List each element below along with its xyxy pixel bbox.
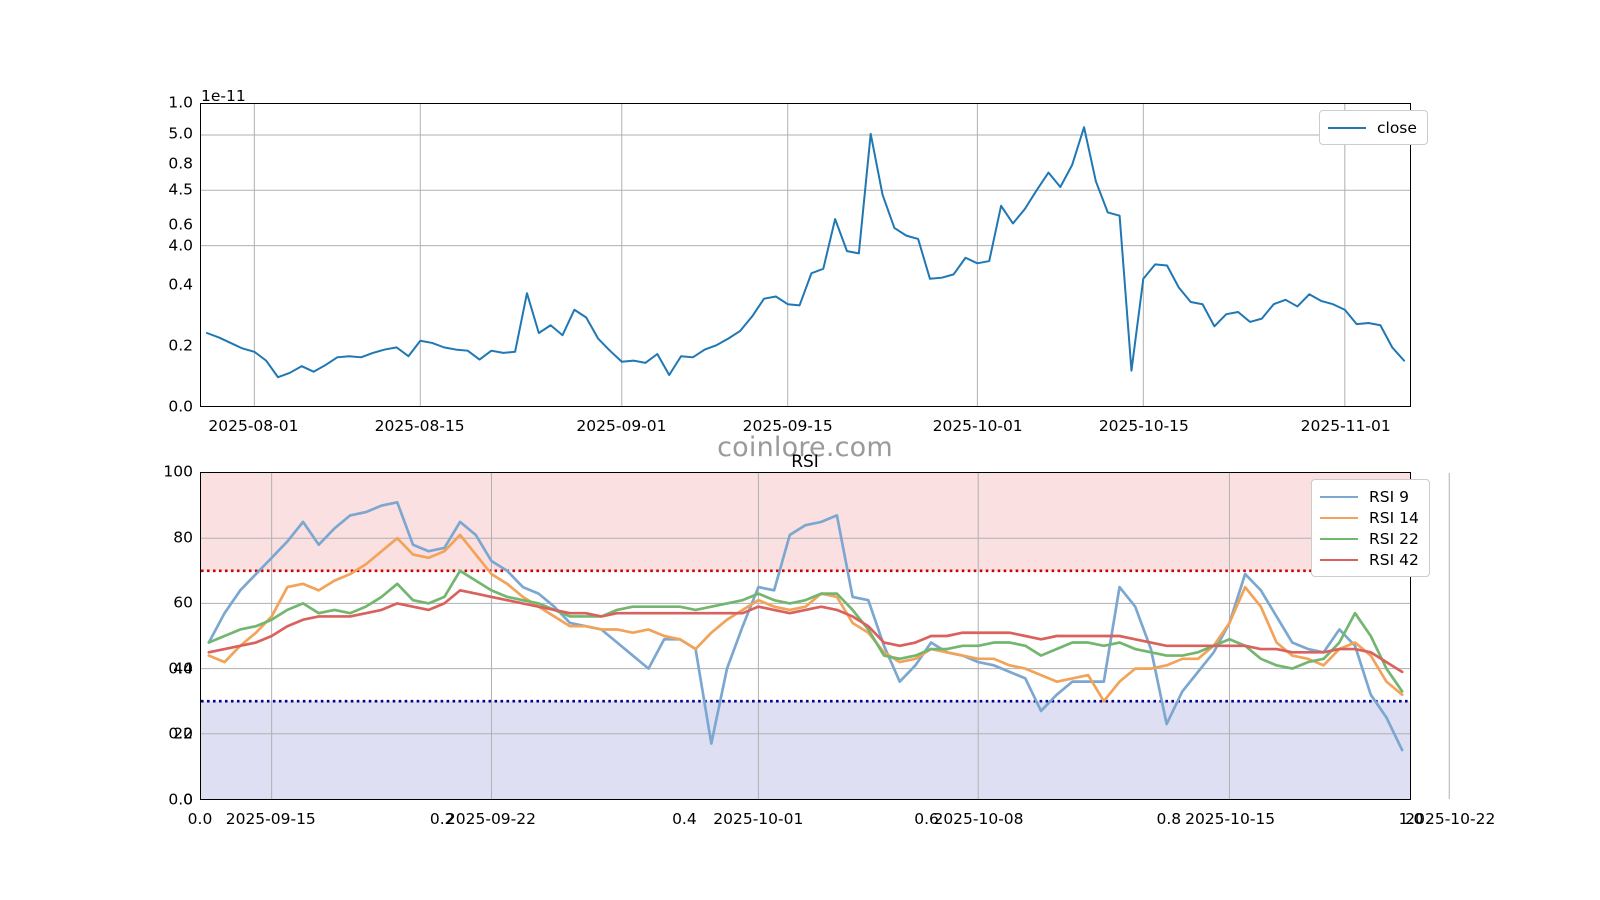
rsi-legend-item[interactable]: RSI 22 (1320, 528, 1419, 549)
rsi-overlay-x-tick: 0.0 (187, 810, 213, 828)
price-y-tick: 4.5 (168, 180, 193, 199)
rsi-overlay-x-tick: 1.0 (1398, 810, 1424, 828)
legend-item-label: RSI 9 (1369, 487, 1409, 506)
rsi-chart-axes (200, 472, 1450, 800)
rsi-threshold-lines (201, 569, 1410, 703)
price-overlay-y-tick: 1.0 (168, 93, 193, 112)
rsi-legend-item[interactable]: RSI 14 (1320, 507, 1419, 528)
rsi-14-line (207, 533, 1404, 703)
price-chart-axes (200, 103, 1411, 407)
rsi-overlay-x-tick: 0.4 (672, 810, 697, 828)
rsi-22-line (207, 569, 1404, 693)
legend-color-swatch-icon (1328, 126, 1366, 129)
rsi-42-line (207, 589, 1404, 674)
close-legend-item[interactable]: close (1328, 117, 1417, 138)
price-x-tick: 2025-10-01 (932, 417, 1023, 435)
rsi-x-tick: 2025-10-01 (713, 810, 804, 828)
price-overlay-y-tick: 0.8 (168, 154, 193, 173)
rsi-x-tick: 2025-10-08 (933, 810, 1024, 828)
rsi-plot-area (201, 473, 1450, 799)
legend-item-label: RSI 14 (1369, 508, 1419, 527)
coinlore-watermark: coinlore.com (717, 432, 893, 463)
rsi-legend-item[interactable]: RSI 42 (1320, 549, 1419, 570)
legend-color-swatch-icon (1320, 537, 1358, 540)
price-x-tick: 2025-10-15 (1098, 417, 1189, 435)
price-x-tick: 2025-11-01 (1300, 417, 1391, 435)
price-series-lines (205, 126, 1406, 379)
rsi-overlay-x-tick: 0.8 (1156, 810, 1182, 828)
legend-color-swatch-icon (1320, 558, 1358, 561)
legend-color-swatch-icon (1320, 516, 1358, 519)
rsi-overlay-x-tick: 0.6 (914, 810, 939, 828)
price-overlay-y-tick: 0.4 (168, 275, 193, 294)
legend-color-swatch-icon (1320, 495, 1358, 498)
rsi-9-line (207, 500, 1404, 752)
rsi-y-tick: 60 (173, 593, 193, 612)
rsi-y-tick: 0 (183, 790, 193, 809)
legend-item-label: close (1377, 118, 1417, 137)
rsi-x-tick: 2025-10-22 (1405, 810, 1496, 828)
price-plot-area (201, 104, 1410, 406)
rsi-overlay-y-tick: 0.2 (168, 724, 193, 743)
rsi-y-tick: 20 (173, 724, 193, 743)
price-legend[interactable]: close (1319, 110, 1428, 145)
legend-item-label: RSI 42 (1369, 550, 1419, 569)
rsi-overlay-y-tick: 0.0 (168, 790, 193, 809)
rsi-overlay-y-tick: 0.4 (168, 659, 193, 678)
price-gridlines (201, 104, 1410, 406)
rsi-y-tick: 100 (163, 462, 193, 481)
rsi-series-lines (207, 500, 1404, 752)
price-x-tick: 2025-08-15 (374, 417, 465, 435)
price-y-offset-text: 1e-11 (201, 87, 246, 105)
rsi-x-tick: 2025-10-15 (1185, 810, 1276, 828)
rsi-x-tick: 2025-09-22 (445, 810, 536, 828)
rsi-threshold-bands (201, 473, 1410, 799)
rsi-legend[interactable]: RSI 9 RSI 14 RSI 22 RSI 42 (1311, 479, 1430, 577)
legend-item-label: RSI 22 (1369, 529, 1419, 548)
rsi-x-tick: 2025-09-15 (225, 810, 316, 828)
price-x-tick: 2025-09-01 (576, 417, 667, 435)
rsi-overlay-x-tick: 0.2 (429, 810, 455, 828)
price-overlay-y-tick: 0.6 (168, 214, 193, 233)
close-price-line (205, 126, 1406, 379)
price-x-tick: 2025-09-15 (742, 417, 833, 435)
rsi-y-tick: 40 (173, 659, 193, 678)
price-y-tick: 4.0 (168, 235, 193, 254)
rsi-gridlines (201, 473, 1450, 799)
rsi-y-tick: 80 (173, 527, 193, 546)
price-x-tick: 2025-08-01 (208, 417, 299, 435)
rsi-chart-title: RSI (791, 452, 819, 472)
price-y-tick: 5.0 (168, 124, 193, 143)
price-overlay-y-tick: 0.0 (168, 397, 193, 416)
rsi-legend-item[interactable]: RSI 9 (1320, 486, 1419, 507)
price-overlay-y-tick: 0.2 (168, 336, 193, 355)
